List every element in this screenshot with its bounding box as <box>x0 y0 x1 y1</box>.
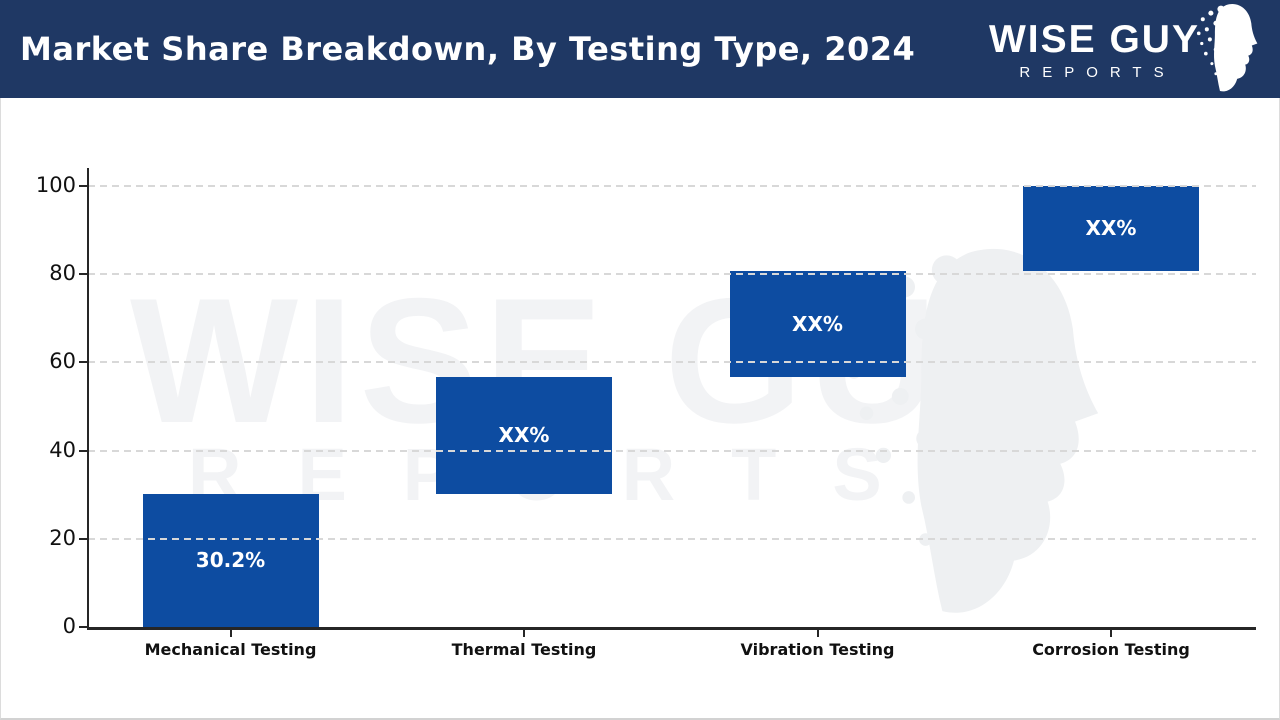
chart-title: Market Share Breakdown, By Testing Type,… <box>20 30 916 68</box>
waterfall-bar: XX% <box>1023 186 1199 271</box>
gridline <box>88 449 1256 452</box>
gridline <box>88 361 1256 364</box>
y-tick-label: 60 <box>49 349 76 374</box>
y-tick-label: 100 <box>35 173 76 197</box>
bar-value-label: 30.2% <box>195 548 266 573</box>
x-category-label: Mechanical Testing <box>144 640 317 659</box>
x-axis-line <box>87 627 1256 630</box>
header-bar: Market Share Breakdown, By Testing Type,… <box>0 0 1280 98</box>
y-axis-line <box>87 168 89 630</box>
wiseguy-face-icon <box>1186 0 1260 99</box>
logo-wordmark: WISE GUY <box>988 17 1200 61</box>
bar-value-label: XX% <box>1085 216 1137 241</box>
gridline <box>88 273 1256 276</box>
y-tick-mark <box>79 273 87 276</box>
waterfall-bar: XX% <box>436 376 612 494</box>
wiseguy-logo: WISE GUY REPORTS <box>989 0 1260 99</box>
logo-subtitle: REPORTS <box>1019 63 1176 81</box>
y-tick-label: 0 <box>62 614 76 638</box>
y-tick-label: 80 <box>49 261 76 286</box>
bar-value-label: XX% <box>498 423 550 448</box>
x-tick-mark <box>523 630 525 637</box>
y-tick-mark <box>79 185 87 187</box>
wiseguy-logo-text: WISE GUY REPORTS <box>989 18 1200 81</box>
x-tick-mark <box>229 630 232 637</box>
y-tick-label: 20 <box>49 525 76 550</box>
y-tick-mark <box>79 361 87 364</box>
gridline <box>88 185 1256 187</box>
x-category-label: Thermal Testing <box>451 640 597 659</box>
y-tick-label: 40 <box>49 437 76 462</box>
gridline <box>88 537 1256 540</box>
x-category-label: Corrosion Testing <box>1032 640 1190 659</box>
y-tick-mark <box>79 626 87 628</box>
x-category-label: Vibration Testing <box>740 640 895 659</box>
x-tick-mark <box>816 630 819 637</box>
y-tick-mark <box>79 449 87 452</box>
waterfall-bar: XX% <box>729 270 906 377</box>
bar-value-label: XX% <box>792 311 843 336</box>
x-tick-mark <box>1110 630 1112 637</box>
y-tick-mark <box>79 537 87 540</box>
waterfall-bar: 30.2% <box>142 493 319 627</box>
